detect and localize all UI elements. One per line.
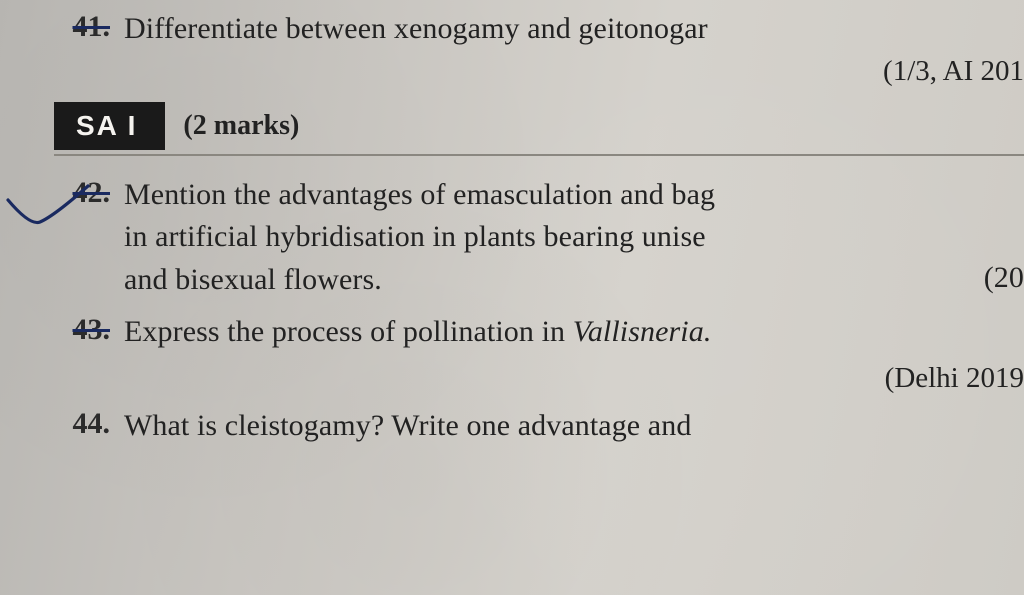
question-number-41: 41. xyxy=(0,8,124,44)
question-41-reference: (1/3, AI 201 xyxy=(0,55,1024,88)
question-text-44: What is cleistogamy? Write one advantage… xyxy=(124,405,1024,448)
question-44: 44. What is cleistogamy? Write one advan… xyxy=(0,405,1024,448)
question-43: 43. Express the process of pollination i… xyxy=(0,311,1024,354)
question-43-pre: Express the process of pollination in xyxy=(124,315,573,348)
page: 41. Differentiate between xenogamy and g… xyxy=(0,0,1024,595)
question-number-43: 43. xyxy=(0,311,124,347)
question-43-reference: (Delhi 2019 xyxy=(0,362,1024,395)
question-text-42: Mention the advantages of emasculation a… xyxy=(124,174,1024,302)
question-number-42: 42. xyxy=(0,174,124,210)
section-rule xyxy=(54,154,1024,156)
question-41: 41. Differentiate between xenogamy and g… xyxy=(0,8,1024,51)
question-42-line-3: and bisexual flowers. xyxy=(124,263,382,296)
question-text-41: Differentiate between xenogamy and geito… xyxy=(124,8,1024,51)
question-42-line-2: in artificial hybridisation in plants be… xyxy=(124,220,706,253)
section-marks: (2 marks) xyxy=(183,110,299,142)
question-42-trail: (20 xyxy=(984,257,1024,300)
question-42: 42. Mention the advantages of emasculati… xyxy=(0,174,1024,302)
question-number-44: 44. xyxy=(0,405,124,441)
section-header: SA I (2 marks) xyxy=(54,102,1024,150)
section-badge: SA I xyxy=(54,102,165,150)
question-42-line-1: Mention the advantages of emasculation a… xyxy=(124,178,715,211)
question-text-43: Express the process of pollination in Va… xyxy=(124,311,1024,354)
question-43-italic: Vallisneria. xyxy=(573,315,712,348)
